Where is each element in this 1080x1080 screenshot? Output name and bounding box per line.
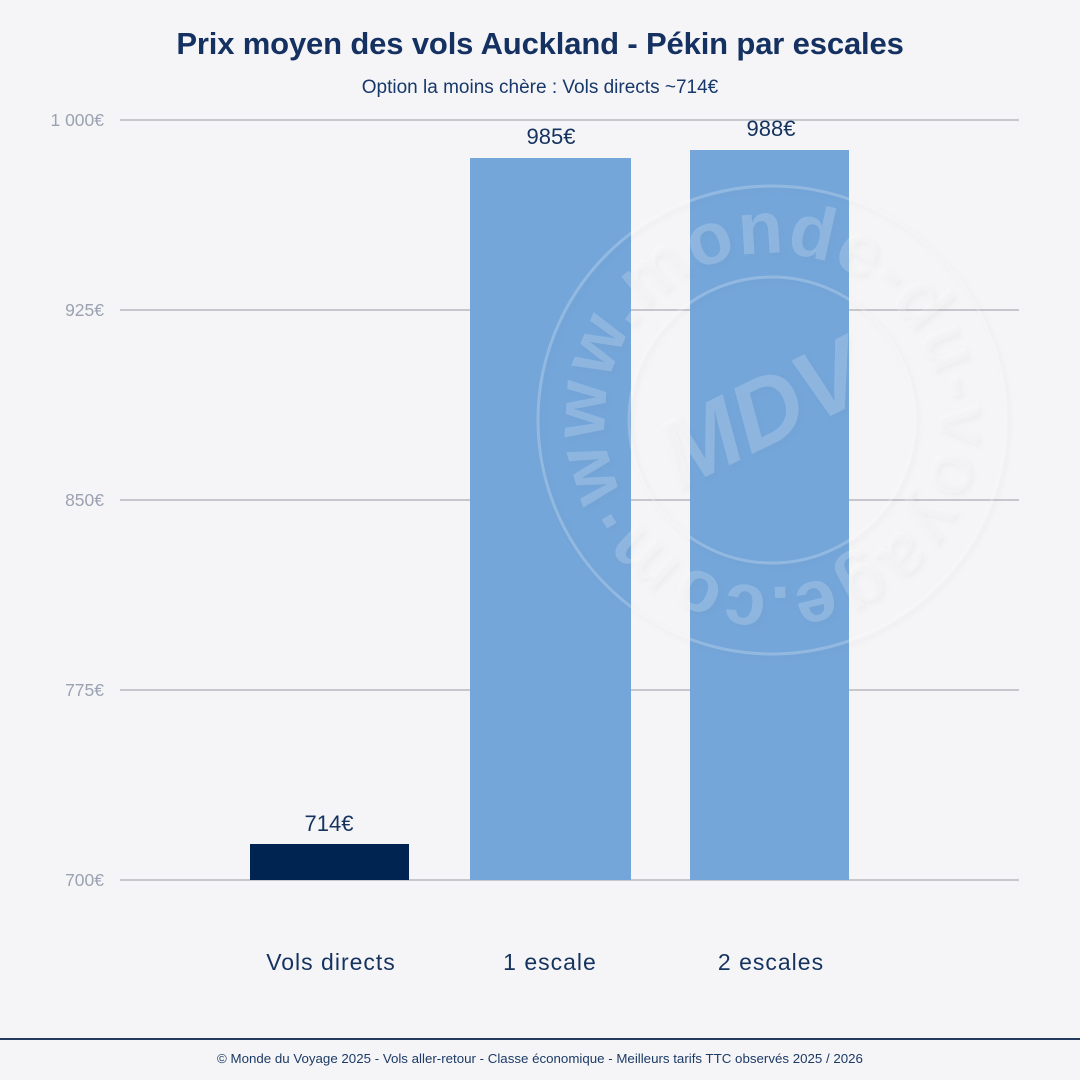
svg-text:MDV: MDV — [639, 314, 887, 510]
